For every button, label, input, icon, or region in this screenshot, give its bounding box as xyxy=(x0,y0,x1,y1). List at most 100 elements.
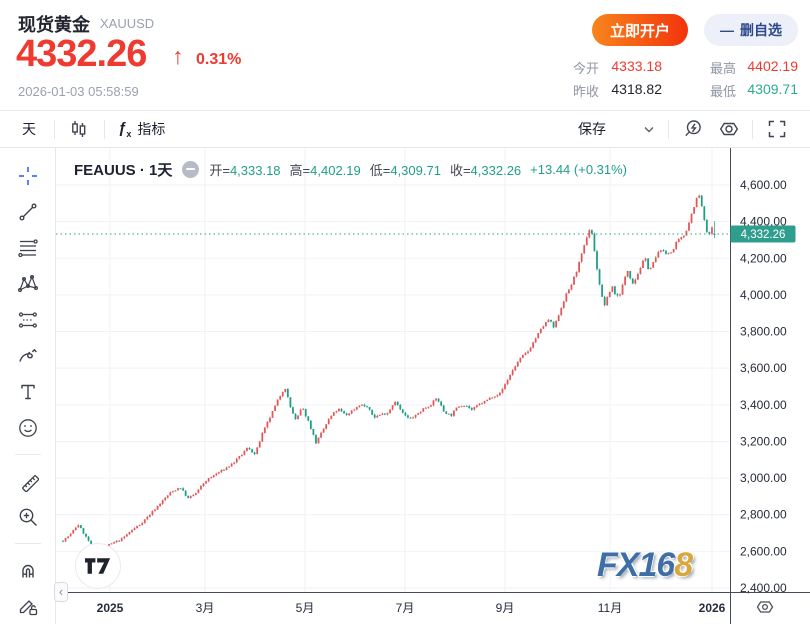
tool-emoji[interactable] xyxy=(13,413,43,443)
svg-text:3,800.00: 3,800.00 xyxy=(740,325,787,339)
legend-low-label: 低= xyxy=(369,162,391,178)
stat-high-value: 4402.19 xyxy=(747,58,798,74)
pencil-lock-icon xyxy=(19,600,37,616)
svg-text:3,200.00: 3,200.00 xyxy=(740,434,787,448)
price-axis[interactable] xyxy=(730,148,810,592)
stat-prevclose-label: 昨收 xyxy=(573,84,600,99)
tradingview-glyph-icon xyxy=(85,558,111,574)
legend-series: FEAUUS · 1天 xyxy=(74,161,173,179)
chevron-down-icon xyxy=(644,126,654,132)
tool-magnet[interactable] xyxy=(13,555,43,585)
legend-change: +13.44 (+0.31%) xyxy=(530,161,628,177)
indicators-label: 指标 xyxy=(137,121,166,137)
fullscreen-button[interactable] xyxy=(760,111,794,147)
fib-retracement-icon xyxy=(17,239,38,258)
svg-text:4,200.00: 4,200.00 xyxy=(740,251,787,265)
toolbar-divider xyxy=(752,120,753,139)
svg-text:3月: 3月 xyxy=(196,601,215,615)
fullscreen-icon xyxy=(768,120,786,138)
toolbar-divider xyxy=(668,120,669,139)
price-up-arrow-icon: ↑ xyxy=(172,43,184,69)
tool-trend-line[interactable] xyxy=(13,197,43,227)
stat-prevclose-value: 4318.82 xyxy=(611,81,662,97)
tool-text[interactable] xyxy=(13,377,43,407)
toolbar-divider xyxy=(54,120,55,139)
stat-open-value: 4333.18 xyxy=(611,58,662,74)
tool-fib-retracement[interactable] xyxy=(13,233,43,263)
svg-text:2025: 2025 xyxy=(97,601,124,615)
remove-watchlist-button[interactable]: — 删自选 xyxy=(704,14,798,46)
svg-text:3,600.00: 3,600.00 xyxy=(740,361,787,375)
tool-zoom-in[interactable] xyxy=(13,502,43,532)
instrument-symbol: XAUUSD xyxy=(100,16,155,31)
fx168-watermark: FX168 xyxy=(597,546,693,584)
indicators-button[interactable]: ƒx 指标 xyxy=(112,111,171,147)
chart-style-candles-button[interactable] xyxy=(62,111,96,147)
remove-watchlist-label: 删自选 xyxy=(740,22,782,38)
svg-text:11月: 11月 xyxy=(598,601,622,615)
emoji-icon xyxy=(18,419,37,437)
chart-toolbar: 天 ƒx 指标 保存 xyxy=(0,110,810,148)
toolbar-divider xyxy=(104,120,105,139)
fx-icon: ƒx xyxy=(118,119,132,139)
candlestick-icon xyxy=(72,121,86,137)
drawing-toolbar xyxy=(0,148,56,624)
time-axis[interactable] xyxy=(56,592,730,624)
svg-text:9月: 9月 xyxy=(496,601,515,615)
svg-text:4,400.00: 4,400.00 xyxy=(740,215,787,229)
svg-text:3,400.00: 3,400.00 xyxy=(740,398,787,412)
chart-settings-button[interactable] xyxy=(712,111,746,147)
scroll-left-button[interactable]: ‹ xyxy=(54,582,68,602)
legend-collapse-button[interactable] xyxy=(182,160,200,178)
svg-text:2,800.00: 2,800.00 xyxy=(740,508,787,522)
stat-high-label: 最高 xyxy=(710,61,737,76)
change-percent: 0.31% xyxy=(196,51,242,68)
save-button[interactable]: 保存 xyxy=(572,111,660,147)
minus-icon: — xyxy=(720,22,734,38)
camera-snapshot-icon xyxy=(685,120,701,137)
trend-line-icon xyxy=(19,203,36,221)
price-scale-settings-button[interactable] xyxy=(755,597,775,617)
svg-text:2,600.00: 2,600.00 xyxy=(740,544,787,558)
sidebar-divider xyxy=(14,454,41,455)
tool-crosshair[interactable] xyxy=(13,161,43,191)
magnet-icon xyxy=(21,564,34,578)
svg-text:3,000.00: 3,000.00 xyxy=(740,471,787,485)
brush-icon xyxy=(18,348,37,362)
tool-brush[interactable] xyxy=(13,341,43,371)
stat-low-label: 最低 xyxy=(710,84,737,99)
svg-text:2,400.00: 2,400.00 xyxy=(740,581,787,595)
xabcd-pattern-icon xyxy=(17,274,38,293)
timeframe-button[interactable]: 天 xyxy=(16,111,42,147)
snapshot-camera-button[interactable] xyxy=(676,111,710,147)
svg-text:4,000.00: 4,000.00 xyxy=(740,288,787,302)
ruler-icon xyxy=(21,475,39,492)
axis-gear-icon xyxy=(756,601,774,613)
save-label: 保存 xyxy=(578,121,606,137)
tool-measure[interactable] xyxy=(13,466,43,496)
svg-text:5月: 5月 xyxy=(296,601,315,615)
forecast-icon xyxy=(18,312,37,328)
open-account-button[interactable]: 立即开户 xyxy=(592,14,688,46)
tool-forecast[interactable] xyxy=(13,305,43,335)
chart-legend: FEAUUS · 1天 开=4,333.18 高=4,402.19 低=4,30… xyxy=(74,158,627,180)
legend-low-value: 4,309.71 xyxy=(390,162,441,178)
tool-lock-drawings[interactable] xyxy=(13,591,43,621)
sidebar-divider xyxy=(14,543,41,544)
svg-text:4,332.26: 4,332.26 xyxy=(741,229,786,241)
stat-low-value: 4309.71 xyxy=(747,81,798,97)
stat-open-label: 今开 xyxy=(573,61,600,76)
legend-ohlc: 开=4,333.18 高=4,402.19 低=4,309.71 收=4,332… xyxy=(209,160,627,179)
legend-high-value: 4,402.19 xyxy=(310,162,361,178)
svg-text:7月: 7月 xyxy=(396,601,415,615)
tool-xabcd-pattern[interactable] xyxy=(13,269,43,299)
text-icon xyxy=(20,384,35,400)
legend-open-value: 4,333.18 xyxy=(229,162,281,178)
quote-timestamp: 2026-01-03 05:58:59 xyxy=(18,84,139,99)
last-price: 4332.26 xyxy=(16,33,147,75)
tradingview-logo[interactable] xyxy=(75,543,121,589)
legend-close-label: 收= xyxy=(449,162,471,178)
svg-text:2026: 2026 xyxy=(699,601,726,615)
legend-open-label: 开= xyxy=(209,162,230,178)
